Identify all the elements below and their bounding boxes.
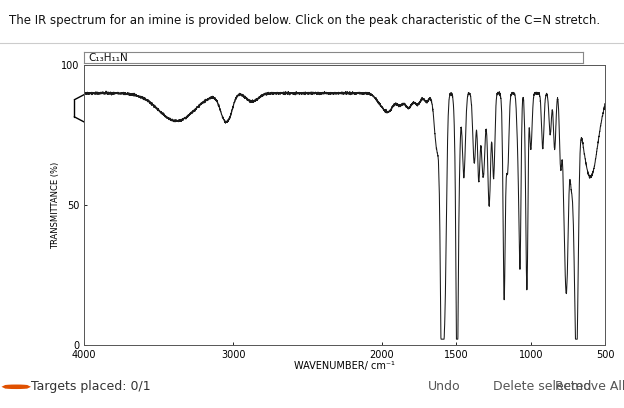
Text: Undo: Undo (427, 380, 460, 393)
X-axis label: WAVENUMBER/ cm⁻¹: WAVENUMBER/ cm⁻¹ (295, 361, 395, 371)
Text: C₁₃H₁₁N: C₁₃H₁₁N (88, 53, 128, 62)
Text: NH: NH (111, 56, 126, 66)
Text: Delete selected: Delete selected (493, 380, 592, 393)
Y-axis label: TRANSMITTANCE (%): TRANSMITTANCE (%) (51, 162, 60, 248)
Text: Targets placed: 0/1: Targets placed: 0/1 (31, 380, 151, 393)
Text: The IR spectrum for an imine is provided below. Click on the peak characteristic: The IR spectrum for an imine is provided… (9, 14, 600, 27)
Text: Remove All: Remove All (555, 380, 624, 393)
